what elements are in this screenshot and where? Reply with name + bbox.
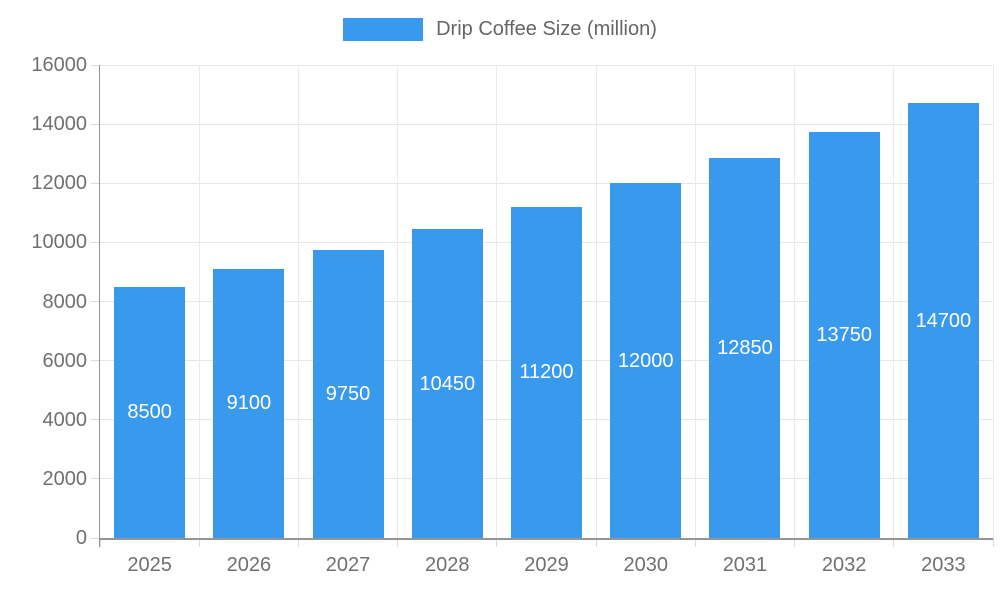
legend-swatch xyxy=(343,18,424,41)
x-tick xyxy=(893,538,895,547)
y-tick xyxy=(91,537,100,539)
v-gridline xyxy=(595,65,597,538)
bar[interactable]: 9100 xyxy=(213,268,285,538)
v-gridline xyxy=(496,65,498,538)
v-gridline xyxy=(992,65,994,538)
v-gridline xyxy=(198,65,200,538)
y-tick xyxy=(91,123,100,125)
bar[interactable]: 9750 xyxy=(312,249,384,538)
bar-value-label: 14700 xyxy=(915,309,972,332)
x-axis-line xyxy=(98,538,993,540)
bar-value-label: 13750 xyxy=(816,323,872,346)
y-axis-label: 12000 xyxy=(31,172,87,195)
h-gridline xyxy=(100,123,993,125)
y-tick xyxy=(91,241,100,243)
x-axis-label: 2028 xyxy=(425,554,470,576)
x-tick xyxy=(595,538,597,547)
v-gridline xyxy=(397,65,399,538)
x-tick xyxy=(297,538,299,547)
y-axis-label: 0 xyxy=(75,527,87,549)
y-axis-label: 2000 xyxy=(42,467,88,490)
x-tick xyxy=(992,538,994,547)
x-axis-label: 2032 xyxy=(821,554,867,576)
y-tick xyxy=(91,182,100,184)
bar[interactable]: 10450 xyxy=(411,229,483,538)
y-axis-label: 6000 xyxy=(42,349,88,372)
x-tick xyxy=(496,538,498,547)
legend-item[interactable]: Drip Coffee Size (million) xyxy=(0,18,1000,41)
y-tick xyxy=(91,360,100,362)
bar-value-label: 12850 xyxy=(717,337,773,360)
v-gridline xyxy=(794,65,796,538)
v-gridline xyxy=(297,65,299,538)
x-tick xyxy=(99,538,101,547)
x-tick xyxy=(694,538,696,547)
v-gridline xyxy=(893,65,895,538)
y-axis-label: 16000 xyxy=(31,54,87,76)
x-tick xyxy=(794,538,796,547)
x-tick xyxy=(198,538,200,547)
x-axis-label: 2030 xyxy=(623,554,668,576)
h-gridline xyxy=(100,64,993,66)
bar-value-label: 11200 xyxy=(519,361,574,384)
x-axis-label: 2026 xyxy=(226,554,272,576)
y-tick xyxy=(91,301,100,302)
y-axis-label: 4000 xyxy=(42,408,88,431)
bar-value-label: 10450 xyxy=(419,372,476,395)
bar[interactable]: 13750 xyxy=(808,131,880,538)
v-gridline xyxy=(694,65,696,538)
y-tick xyxy=(91,64,100,66)
bar-value-label: 8500 xyxy=(127,401,172,424)
bar[interactable]: 8500 xyxy=(114,286,186,538)
x-axis-label: 2033 xyxy=(921,554,966,576)
legend-label: Drip Coffee Size (million) xyxy=(436,18,657,40)
bar[interactable]: 12850 xyxy=(709,158,781,538)
y-axis-label: 8000 xyxy=(42,290,88,313)
bar[interactable]: 12000 xyxy=(610,183,682,538)
y-tick xyxy=(91,419,100,421)
y-axis-label: 14000 xyxy=(31,113,87,136)
x-axis-label: 2027 xyxy=(325,554,371,576)
x-axis-label: 2031 xyxy=(722,554,768,576)
bar[interactable]: 11200 xyxy=(511,206,582,538)
y-axis-line xyxy=(98,65,100,547)
bar-value-label: 9100 xyxy=(226,392,272,415)
bar[interactable]: 14700 xyxy=(907,103,979,538)
bar-value-label: 12000 xyxy=(617,349,674,372)
h-gridline xyxy=(100,182,993,184)
y-tick xyxy=(91,478,100,480)
y-axis-label: 10000 xyxy=(31,231,87,254)
x-axis-label: 2029 xyxy=(524,554,569,576)
x-tick xyxy=(397,538,399,547)
x-axis-label: 2025 xyxy=(127,554,172,576)
bar-value-label: 9750 xyxy=(325,382,371,405)
